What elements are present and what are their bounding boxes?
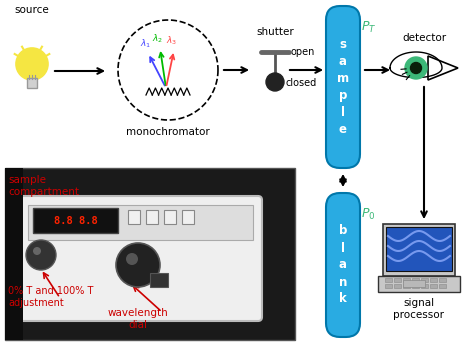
Bar [33,208,118,233]
Bar [421,284,428,288]
Circle shape [126,253,138,265]
Bar [439,278,446,282]
Bar [5,168,295,340]
Bar [403,280,425,287]
Bar [386,227,452,271]
Text: 8.8 8.8: 8.8 8.8 [54,215,97,226]
Bar [412,284,419,288]
Circle shape [26,240,56,270]
Circle shape [116,243,160,287]
Bar [439,284,446,288]
Text: b
l
a
n
k: b l a n k [339,224,347,306]
Text: $\lambda_1$: $\lambda_1$ [140,38,152,50]
Bar [164,210,176,224]
Bar [430,284,437,288]
Bar [378,276,460,292]
Bar [128,210,140,224]
FancyBboxPatch shape [19,196,262,321]
Text: sample
compartment: sample compartment [8,175,79,197]
FancyBboxPatch shape [326,6,360,168]
FancyBboxPatch shape [326,193,360,337]
Circle shape [33,247,41,255]
Circle shape [16,48,48,80]
Text: detector: detector [402,33,446,43]
Text: signal
processor: signal processor [393,298,445,321]
Bar [385,278,392,282]
Bar [182,210,194,224]
Text: 0% T and 100% T
adjustment: 0% T and 100% T adjustment [8,286,93,308]
Bar [385,284,392,288]
Circle shape [266,73,284,91]
Text: open: open [291,47,315,57]
Text: wavelength
dial: wavelength dial [108,308,168,330]
Text: $\lambda_2$: $\lambda_2$ [153,32,164,45]
Bar [150,273,168,287]
Text: $\lambda_3$: $\lambda_3$ [166,34,178,47]
Bar [403,284,410,288]
Bar [403,278,410,282]
FancyBboxPatch shape [383,224,455,276]
Text: shutter: shutter [256,27,294,37]
Bar [5,168,23,340]
Text: source: source [15,5,49,15]
Text: monochromator: monochromator [126,127,210,137]
Text: s
a
m
p
l
e: s a m p l e [337,38,349,136]
Bar [146,210,158,224]
Bar [430,278,437,282]
Text: closed: closed [286,78,317,88]
Circle shape [405,57,427,79]
Text: $P_0$: $P_0$ [361,207,375,222]
Bar [412,278,419,282]
Bar [394,278,401,282]
Bar [394,284,401,288]
Bar [28,205,253,240]
FancyBboxPatch shape [27,78,37,88]
Bar [421,278,428,282]
Polygon shape [390,52,442,78]
Text: $P_T$: $P_T$ [361,20,376,35]
Circle shape [410,63,421,73]
